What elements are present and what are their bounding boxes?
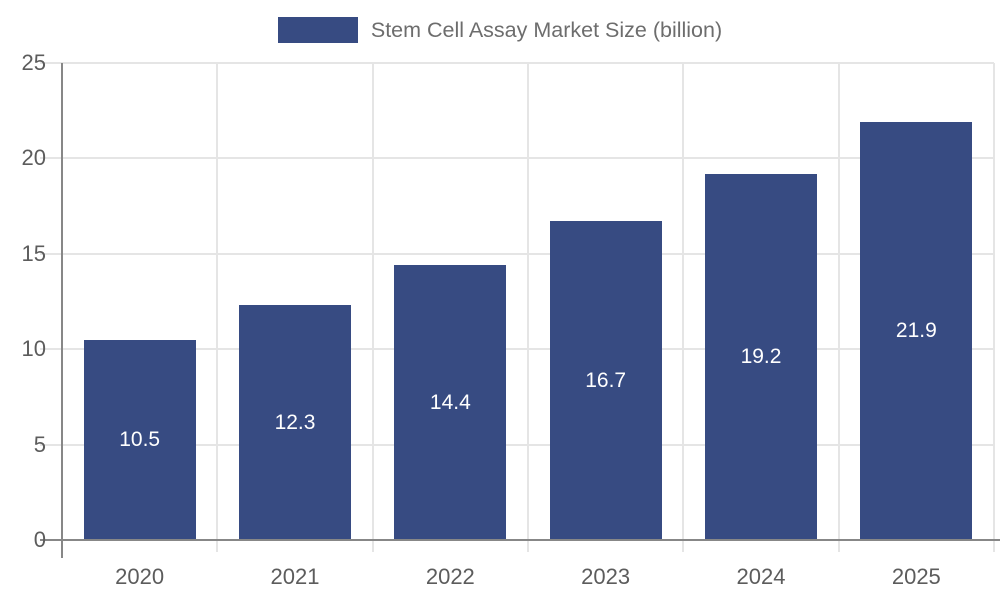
x-axis-tick-label: 2025 (891, 564, 941, 589)
bar-value-label: 10.5 (119, 427, 161, 451)
y-axis-tick-label: 15 (21, 240, 46, 266)
bar-value-label: 16.7 (585, 368, 627, 392)
grid-line-horizontal (40, 443, 994, 446)
y-axis-tick-label: 10 (21, 336, 46, 362)
y-axis-tick-label: 25 (21, 50, 46, 75)
x-axis-tick-label: 2021 (270, 564, 320, 589)
grid-line-vertical (837, 63, 840, 552)
grid-line-horizontal (40, 157, 994, 160)
bar (239, 305, 351, 540)
x-axis-tick-label: 2023 (581, 564, 631, 589)
grid-line-horizontal (40, 252, 994, 255)
grid-line-vertical (993, 63, 995, 552)
bar-value-label: 21.9 (895, 319, 937, 343)
bar-value-label: 14.4 (429, 390, 471, 414)
bar (83, 339, 196, 540)
y-axis-tick-label: 20 (21, 145, 46, 171)
y-axis-tick-label: 5 (33, 431, 46, 457)
bar-value-label: 12.3 (274, 410, 316, 434)
x-axis-line (40, 539, 1000, 541)
bar (549, 221, 662, 540)
bar (394, 265, 507, 540)
grid-line-horizontal (40, 348, 994, 351)
x-axis-tick-label: 2022 (425, 564, 475, 589)
plot-area: 10.5 12.3 14.4 16.7 19.2 21.9 (40, 62, 995, 552)
legend-label: Stem Cell Assay Market Size (billion) (370, 17, 723, 42)
legend: Stem Cell Assay Market Size (billion) (0, 17, 1000, 43)
grid-line-vertical (216, 63, 219, 552)
x-axis-tick-label: 2024 (736, 564, 786, 589)
legend-swatch (277, 17, 358, 43)
y-axis-line (61, 63, 63, 558)
x-axis-tick-label: 2020 (115, 564, 165, 589)
grid-line-vertical (371, 63, 374, 552)
bar (860, 122, 973, 540)
grid-line-vertical (682, 63, 685, 552)
bar (705, 173, 817, 540)
grid-line-vertical (527, 63, 529, 552)
y-axis-tick-label: 0 (33, 527, 46, 552)
bar-value-label: 19.2 (740, 344, 782, 368)
grid-line-horizontal (40, 62, 994, 64)
